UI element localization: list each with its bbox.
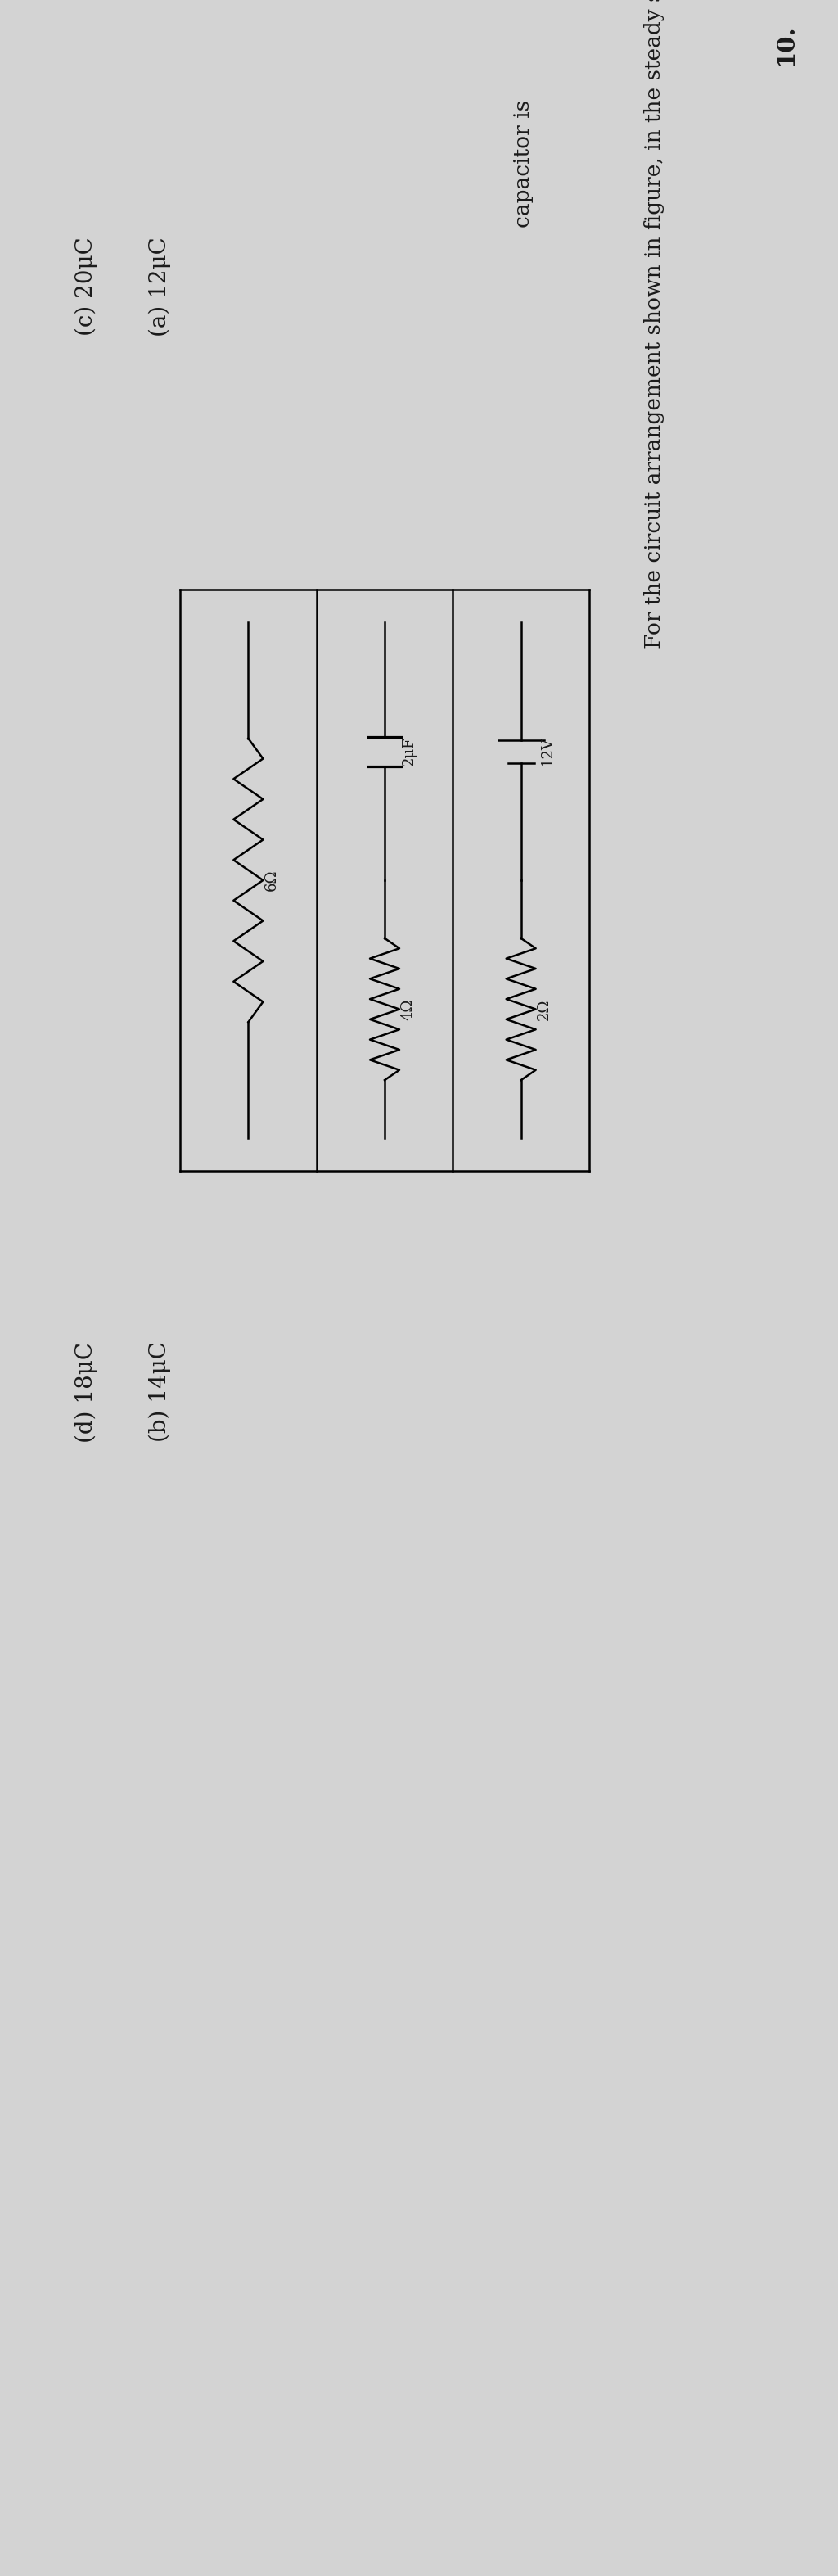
Text: (a) 12μC: (a) 12μC: [148, 237, 171, 337]
Text: 2Ω: 2Ω: [536, 999, 551, 1020]
Text: capacitor is: capacitor is: [514, 100, 534, 227]
Text: 4Ω: 4Ω: [401, 999, 415, 1020]
Text: (d) 18μC: (d) 18μC: [75, 1342, 97, 1443]
Text: 12V: 12V: [540, 737, 555, 765]
Text: For the circuit arrangement shown in figure, in the steady state condition charg: For the circuit arrangement shown in fig…: [644, 0, 665, 649]
Text: 6Ω: 6Ω: [264, 868, 278, 891]
Text: (c) 20μC: (c) 20μC: [75, 237, 97, 335]
Text: (b) 14μC: (b) 14μC: [148, 1342, 171, 1443]
Text: 10.: 10.: [773, 23, 798, 67]
Text: 2μF: 2μF: [401, 737, 416, 765]
